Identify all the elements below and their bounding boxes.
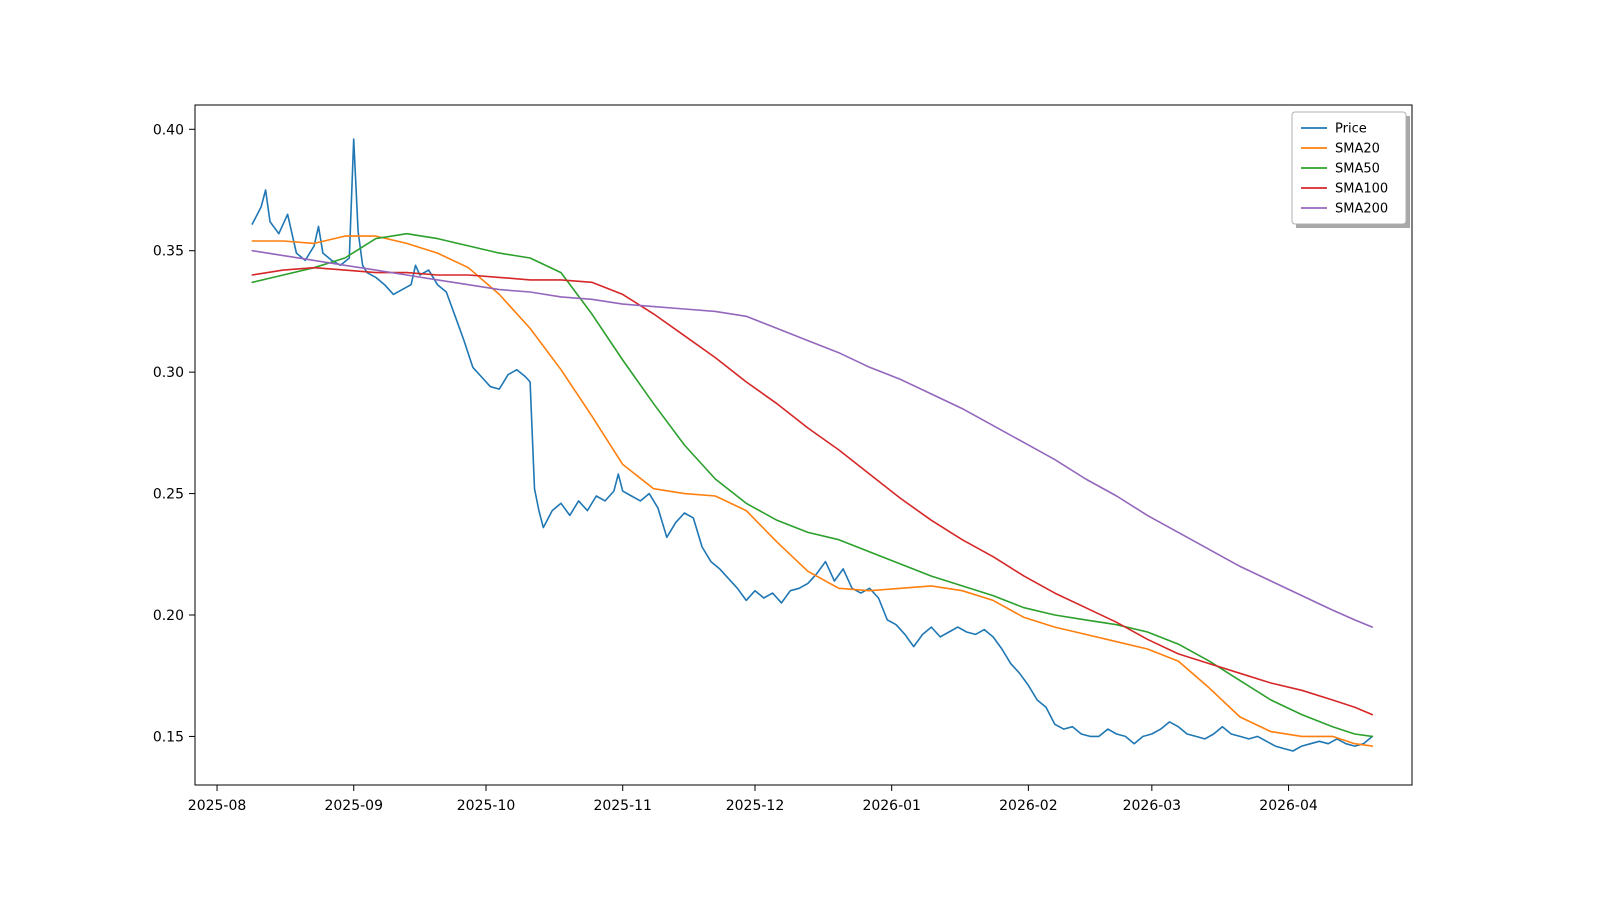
legend-label: SMA100 (1335, 182, 1388, 197)
x-tick-label: 2026-03 (1123, 798, 1182, 814)
x-tick-label: 2026-02 (999, 798, 1058, 814)
series-line-price (251, 138, 1374, 752)
legend: Price SMA20 SMA50 SMA100 SMA200 (1291, 111, 1410, 228)
axes-spines (194, 104, 1413, 786)
y-tick-label: 0.15 (153, 729, 184, 745)
x-tick-label: 2025-08 (188, 798, 247, 814)
y-tick-label: 0.35 (153, 244, 184, 260)
series-line-sma20 (251, 235, 1374, 747)
series-line-sma200 (251, 249, 1374, 628)
x-tick-label: 2026-04 (1259, 798, 1318, 814)
x-tick-label: 2025-09 (324, 798, 383, 814)
x-tick-label: 2025-10 (457, 798, 516, 814)
series-line-sma50 (251, 232, 1374, 738)
x-tick-label: 2025-12 (726, 798, 785, 814)
x-axis: 2025-08 2025-09 2025-10 2025-11 2025-12 2026-… (188, 785, 1318, 814)
x-tick-label: 2025-11 (593, 798, 652, 814)
y-axis: 0.15 0.20 0.25 0.30 0.35 0.40 (153, 122, 195, 745)
legend-label: SMA50 (1335, 162, 1380, 177)
series-line-sma100 (251, 266, 1374, 716)
y-tick-label: 0.30 (153, 365, 184, 381)
y-tick-label: 0.25 (153, 487, 184, 503)
legend-label: SMA20 (1335, 142, 1380, 157)
legend-label: SMA200 (1335, 202, 1388, 217)
x-tick-label: 2026-01 (862, 798, 921, 814)
legend-label: Price (1335, 122, 1367, 137)
y-tick-label: 0.20 (153, 608, 184, 624)
legend-box (1291, 111, 1407, 225)
y-tick-label: 0.40 (153, 122, 184, 138)
